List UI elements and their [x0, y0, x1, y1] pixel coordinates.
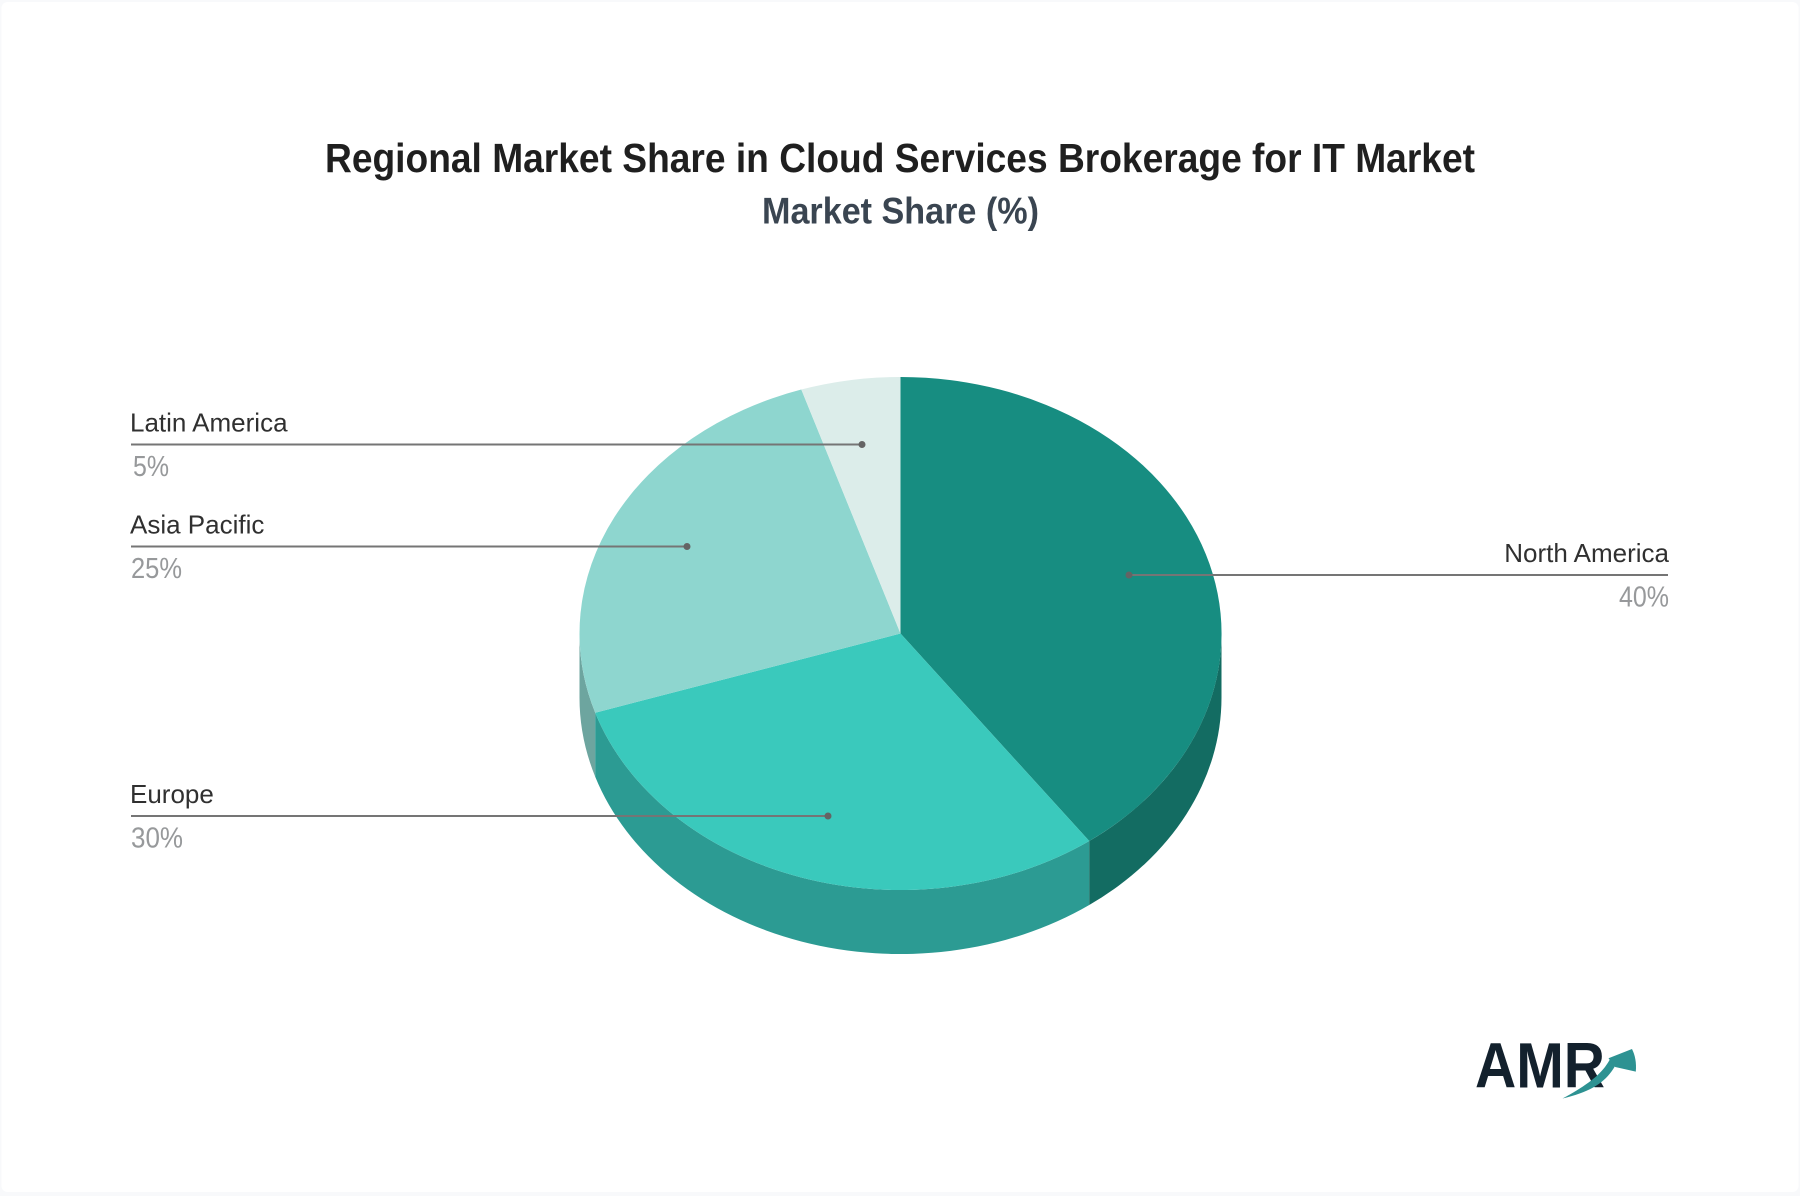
svg-text:5%: 5% — [133, 451, 169, 483]
svg-text:25%: 25% — [131, 553, 182, 585]
svg-text:Market Share (%): Market Share (%) — [762, 191, 1039, 232]
svg-text:Asia Pacific: Asia Pacific — [130, 510, 264, 540]
svg-text:Latin America: Latin America — [130, 408, 288, 438]
svg-text:Regional Market Share in Cloud: Regional Market Share in Cloud Services … — [325, 135, 1475, 181]
svg-text:North America: North America — [1504, 538, 1669, 568]
svg-text:40%: 40% — [1619, 581, 1669, 613]
svg-text:Europe: Europe — [130, 779, 214, 809]
svg-text:30%: 30% — [131, 822, 183, 854]
